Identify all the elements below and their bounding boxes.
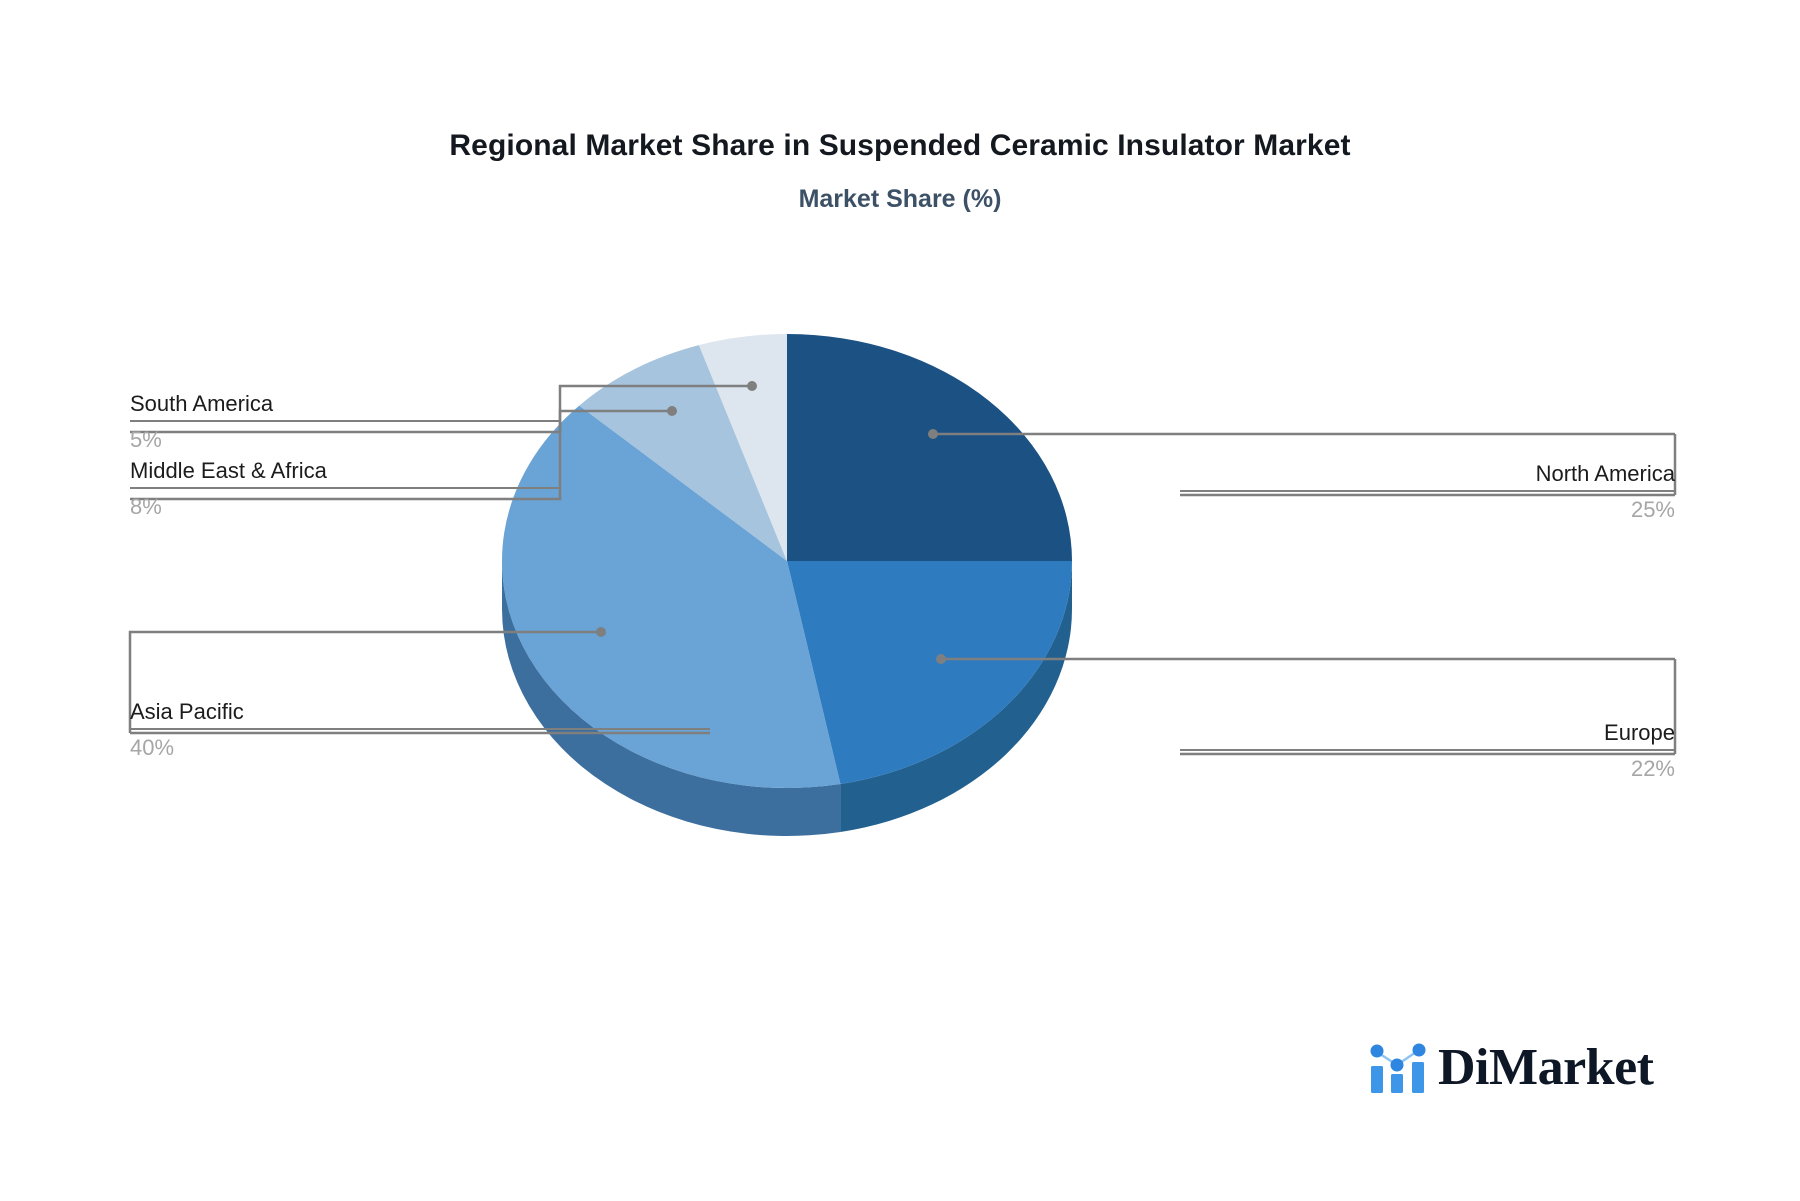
callout-rule-europe bbox=[1180, 749, 1675, 751]
callout-label-asia-pacific: Asia Pacific bbox=[130, 699, 244, 724]
callout-rule-middle-east-africa bbox=[130, 487, 560, 489]
leader-dot-north-america bbox=[928, 429, 938, 439]
logo-dot-left bbox=[1370, 1044, 1384, 1058]
logo-bar-1 bbox=[1371, 1066, 1383, 1093]
callout-value-middle-east-africa: 8% bbox=[130, 494, 162, 519]
callout-value-asia-pacific: 40% bbox=[130, 735, 175, 760]
callout-label-europe: Europe bbox=[1604, 720, 1675, 745]
dimarket-logo: DiMarket bbox=[1368, 1039, 1654, 1096]
title-block: Regional Market Share in Suspended Ceram… bbox=[0, 128, 1800, 214]
callout-value-north-america: 25% bbox=[1630, 497, 1675, 522]
leader-dot-asia-pacific bbox=[596, 627, 606, 637]
callout-value-south-america: 5% bbox=[130, 427, 162, 452]
chart-subtitle: Market Share (%) bbox=[798, 185, 1002, 213]
callout-south-america: South America 5% bbox=[130, 390, 560, 455]
logo-wordmark: DiMarket bbox=[1438, 1039, 1654, 1096]
bar-chart-icon bbox=[1370, 1043, 1426, 1093]
callout-label-north-america: North America bbox=[1535, 461, 1675, 486]
slice-europe bbox=[787, 561, 1072, 784]
callout-europe: Europe 22% bbox=[1180, 719, 1675, 784]
callout-rule-north-america bbox=[1180, 490, 1675, 492]
leader-dot-middle-east bbox=[667, 406, 677, 416]
callout-label-middle-east-africa: Middle East & Africa bbox=[130, 458, 327, 483]
logo-bar-2 bbox=[1391, 1074, 1403, 1093]
logo-dot-right bbox=[1412, 1043, 1426, 1057]
callout-asia-pacific: Asia Pacific 40% bbox=[130, 698, 710, 763]
leader-dot-europe bbox=[936, 654, 946, 664]
leader-dot-south-america bbox=[747, 381, 757, 391]
callout-middle-east-africa: Middle East & Africa 8% bbox=[130, 457, 560, 522]
slice-north-america bbox=[787, 334, 1072, 561]
chart-title: Regional Market Share in Suspended Ceram… bbox=[449, 129, 1351, 162]
slice-middle-east-africa bbox=[579, 345, 787, 561]
slice-side-europe bbox=[840, 561, 1072, 832]
callout-value-europe: 22% bbox=[1630, 756, 1675, 781]
logo-dot-middle bbox=[1390, 1058, 1404, 1072]
slice-south-america bbox=[698, 334, 787, 561]
callout-north-america: North America 25% bbox=[1180, 460, 1675, 525]
logo-bar-3 bbox=[1412, 1062, 1424, 1093]
callout-rule-asia-pacific bbox=[130, 728, 710, 730]
callout-label-south-america: South America bbox=[130, 391, 274, 416]
callout-rule-south-america bbox=[130, 420, 560, 422]
